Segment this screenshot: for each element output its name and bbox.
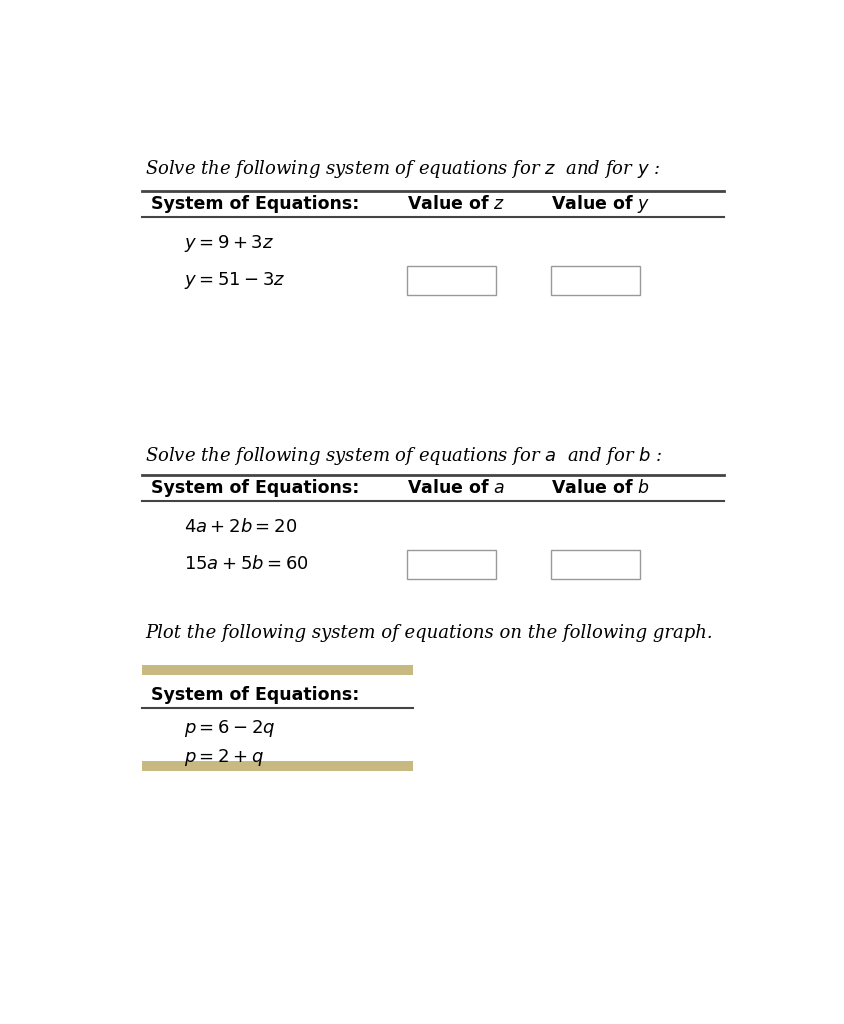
Bar	[407, 550, 495, 579]
Text: $4a + 2b = 20$: $4a + 2b = 20$	[184, 518, 297, 537]
Bar	[550, 550, 639, 579]
Text: Plot the following system of equations on the following graph.: Plot the following system of equations o…	[145, 624, 711, 642]
Text: $y = 9 + 3z$: $y = 9 + 3z$	[184, 233, 273, 254]
Text: Solve the following system of equations for $z$  and for $y$ :: Solve the following system of equations …	[145, 159, 659, 180]
Text: Value of $a$: Value of $a$	[407, 479, 505, 497]
Text: $15a + 5b = 60$: $15a + 5b = 60$	[184, 555, 308, 573]
Text: Value of $y$: Value of $y$	[550, 194, 650, 215]
Bar	[142, 761, 413, 771]
Text: System of Equations:: System of Equations:	[151, 685, 360, 703]
Text: $y = 51 - 3z$: $y = 51 - 3z$	[184, 270, 285, 291]
Bar	[550, 266, 639, 295]
Text: $p = 2 + q$: $p = 2 + q$	[184, 748, 264, 768]
Bar	[142, 665, 413, 675]
Text: Value of $b$: Value of $b$	[550, 479, 649, 497]
Text: System of Equations:: System of Equations:	[151, 196, 360, 213]
Text: Value of $z$: Value of $z$	[407, 196, 505, 213]
Text: $p = 6 - 2q$: $p = 6 - 2q$	[184, 718, 275, 739]
Text: System of Equations:: System of Equations:	[151, 479, 360, 497]
Bar	[407, 266, 495, 295]
Text: Solve the following system of equations for $a$  and for $b$ :: Solve the following system of equations …	[145, 444, 662, 467]
